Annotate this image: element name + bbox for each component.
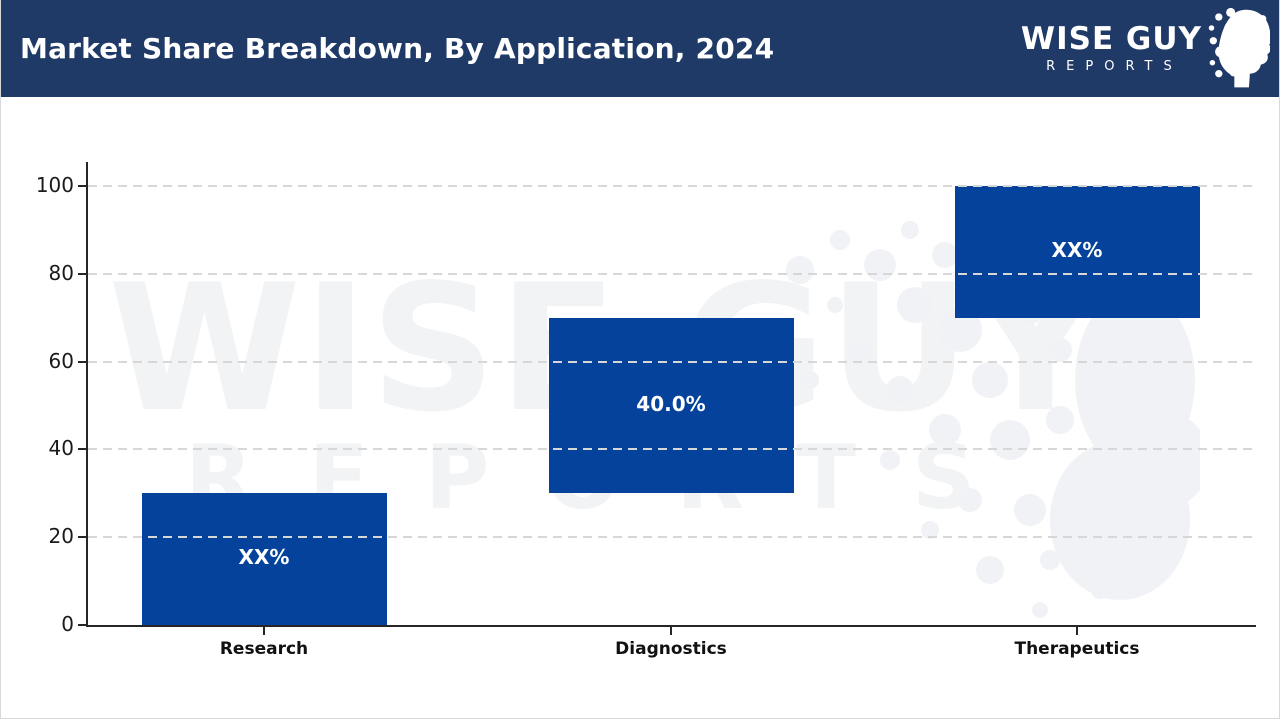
- wiseguy-wordmark: WISE GUY: [1020, 21, 1202, 58]
- y-tick-label: 60: [48, 348, 74, 373]
- gridline-20: [88, 536, 1254, 539]
- bar-research: [141, 493, 387, 625]
- wiseguy-logo-text: WISE GUY REPORTS: [1021, 23, 1202, 74]
- bar-value-label: XX%: [238, 545, 290, 570]
- y-tick-label: 20: [48, 524, 74, 549]
- x-tick: [263, 627, 265, 635]
- gridline-60: [88, 360, 1254, 363]
- y-tick-label: 40: [48, 436, 74, 461]
- y-axis-line: [86, 162, 88, 627]
- y-tick: [78, 624, 86, 626]
- page-title: Market Share Breakdown, By Application, …: [20, 32, 775, 65]
- category-label-research: Research: [219, 639, 309, 659]
- bar-value-label: 40.0%: [636, 391, 706, 416]
- wiseguy-head-icon: [1208, 7, 1270, 87]
- x-tick: [670, 627, 672, 635]
- y-tick: [78, 536, 86, 539]
- gridline-40: [88, 448, 1254, 451]
- gridline-100: [88, 185, 1254, 187]
- header-bar: Market Share Breakdown, By Application, …: [0, 0, 1280, 97]
- bar-therapeutics: [954, 186, 1200, 318]
- bar-value-label: XX%: [1051, 237, 1103, 262]
- category-label-diagnostics: Diagnostics: [615, 639, 727, 659]
- x-axis-line: [86, 625, 1256, 627]
- bar-diagnostics: [548, 317, 794, 494]
- y-tick-label: 100: [35, 173, 74, 197]
- wiseguy-reports-label: REPORTS: [1046, 58, 1183, 74]
- y-tick: [78, 360, 86, 363]
- y-tick: [78, 448, 86, 451]
- y-tick-label: 80: [48, 260, 74, 285]
- y-tick: [78, 185, 86, 187]
- gridline-80: [88, 272, 1254, 275]
- category-label-therapeutics: Therapeutics: [1014, 639, 1140, 659]
- y-tick: [78, 272, 86, 275]
- watermark-head-icon: [786, 221, 1200, 618]
- x-tick: [1076, 627, 1078, 635]
- wiseguy-logo: WISE GUY REPORTS: [1021, 6, 1280, 92]
- y-tick-label: 0: [61, 612, 74, 636]
